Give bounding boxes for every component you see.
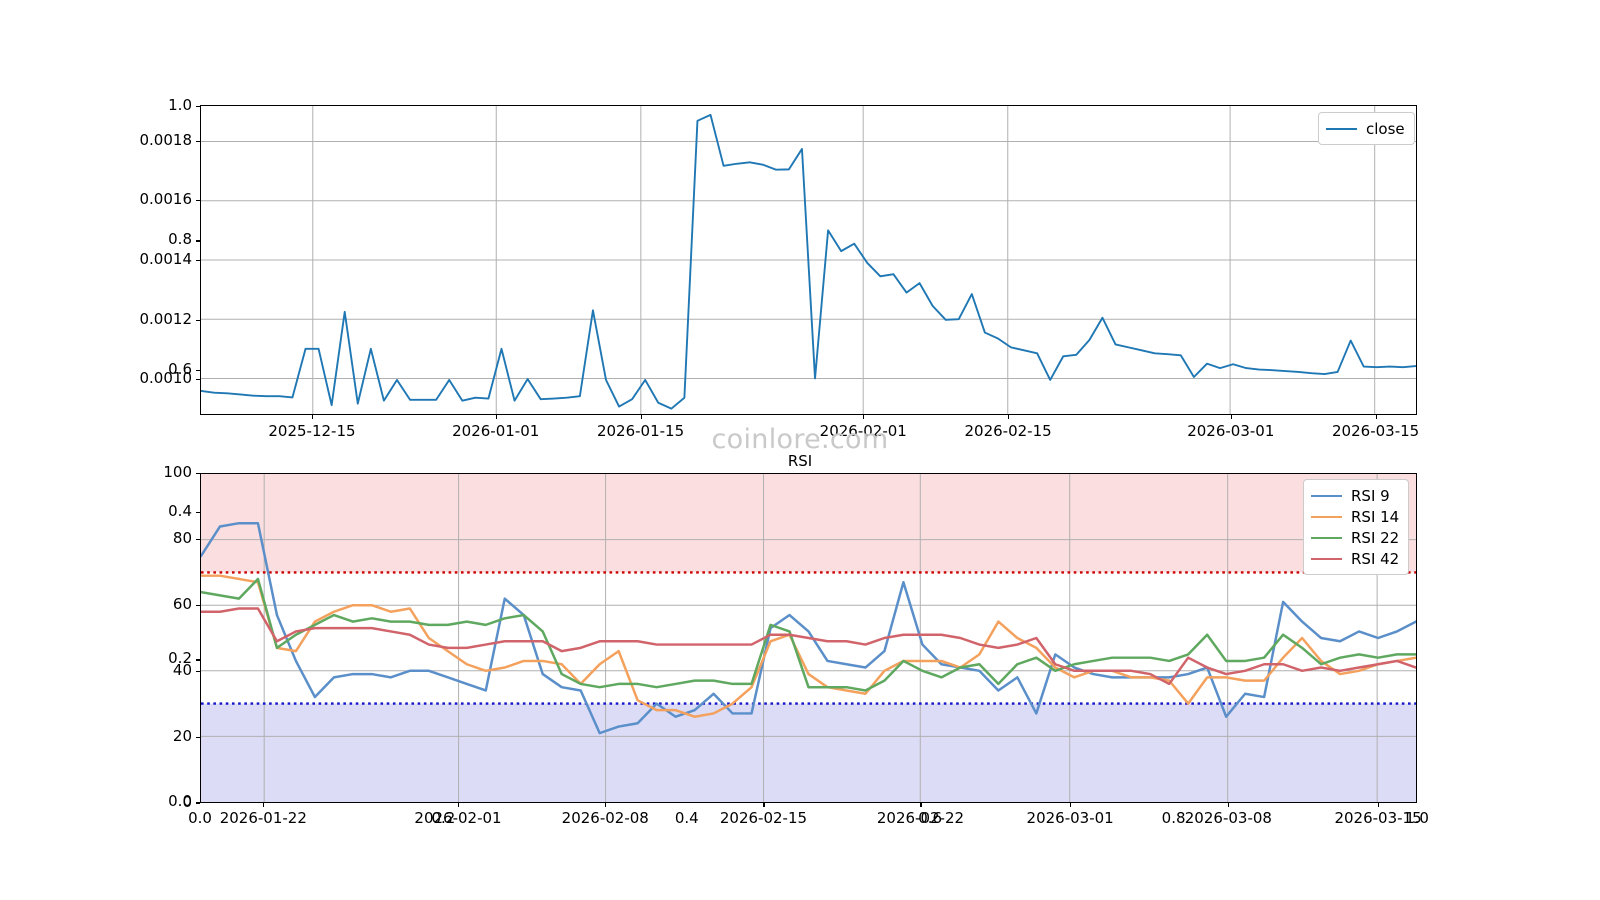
price-x-tick-mark bbox=[1375, 415, 1377, 419]
price-x-tick-label: 2026-01-15 bbox=[596, 422, 685, 440]
rsi-phantom-x-tick-label: 0.2 bbox=[431, 809, 456, 827]
rsi-y-tick-label: 20 bbox=[172, 727, 192, 745]
legend-item-label: RSI 42 bbox=[1351, 549, 1400, 568]
price-y-tick-label: 0.0012 bbox=[139, 309, 193, 328]
rsi-chart-panel bbox=[200, 473, 1417, 803]
price-phantom-y-tick-mark bbox=[196, 106, 200, 108]
legend-line-swatch bbox=[1311, 494, 1342, 497]
price-y-tick-mark bbox=[196, 260, 200, 262]
price-x-tick-label: 2026-02-15 bbox=[964, 422, 1052, 440]
price-x-tick-label: 2026-03-15 bbox=[1332, 422, 1420, 440]
rsi-legend-item: RSI 14 bbox=[1311, 506, 1399, 527]
rsi-phantom-x-tick-label: 0.0 bbox=[188, 809, 212, 827]
legend-item-label: RSI 14 bbox=[1351, 507, 1400, 526]
price-x-tick-mark bbox=[311, 415, 314, 419]
rsi-y-tick-label: 40 bbox=[172, 661, 192, 679]
rsi-legend-item: RSI 42 bbox=[1311, 548, 1399, 569]
price-x-tick-label: 2026-03-01 bbox=[1187, 422, 1275, 440]
price-x-tick-mark bbox=[1008, 415, 1010, 419]
rsi-x-tick-mark bbox=[763, 803, 765, 807]
legend-line-swatch bbox=[1311, 515, 1342, 518]
rsi-x-tick-mark bbox=[1070, 803, 1072, 807]
rsi-x-tick-mark bbox=[605, 803, 607, 807]
legend-item-label: RSI 9 bbox=[1351, 486, 1390, 505]
rsi-y-tick-label: 0 bbox=[182, 793, 192, 811]
rsi-y-tick-mark bbox=[196, 473, 200, 475]
legend-item-label: RSI 22 bbox=[1351, 528, 1400, 547]
price-y-tick-mark bbox=[196, 140, 200, 142]
rsi-y-tick-mark bbox=[196, 803, 200, 805]
rsi-phantom-y-tick-label: 0.2 bbox=[168, 649, 192, 668]
rsi-phantom-y-tick-label: 0.0 bbox=[168, 792, 192, 810]
rsi-chart-title: RSI bbox=[787, 452, 813, 470]
price-y-tick-label: 0.0014 bbox=[139, 250, 193, 268]
price-phantom-y-tick-label: 0.8 bbox=[168, 230, 192, 249]
rsi-y-tick-mark bbox=[196, 539, 200, 541]
rsi-x-tick-mark bbox=[458, 803, 460, 807]
rsi-x-tick-label: 2026-02-15 bbox=[719, 809, 808, 827]
price-chart-plot bbox=[201, 106, 1416, 414]
legend-line-swatch bbox=[1311, 557, 1342, 560]
rsi-x-tick-mark bbox=[263, 803, 265, 807]
price-x-tick-mark bbox=[640, 415, 642, 419]
rsi-y-tick-label: 80 bbox=[172, 529, 192, 547]
rsi-y-tick-mark bbox=[196, 605, 200, 607]
rsi-x-tick-mark bbox=[1228, 803, 1230, 807]
rsi-legend-item: RSI 22 bbox=[1311, 527, 1399, 548]
legend-line-swatch bbox=[1326, 127, 1357, 130]
rsi-x-tick-label: 2026-02-08 bbox=[561, 809, 649, 827]
legend-item-label: close bbox=[1366, 119, 1405, 138]
price-phantom-y-tick-mark bbox=[196, 370, 200, 372]
price-x-tick-label: 2026-02-01 bbox=[819, 422, 907, 440]
rsi-legend: RSI 9 RSI 14 RSI 22 RSI 42 bbox=[1303, 479, 1410, 575]
rsi-y-tick-label: 60 bbox=[172, 595, 192, 613]
price-y-tick-mark bbox=[196, 319, 200, 321]
price-x-tick-mark bbox=[495, 415, 497, 419]
rsi-x-tick-label: 2026-02-22 bbox=[876, 809, 965, 827]
price-chart-panel bbox=[200, 105, 1417, 415]
rsi-chart-plot bbox=[201, 474, 1416, 802]
price-y-tick-label: 0.0018 bbox=[139, 130, 193, 149]
rsi-y-tick-mark bbox=[196, 737, 200, 739]
rsi-phantom-y-tick-label: 0.4 bbox=[168, 501, 192, 520]
rsi-phantom-x-tick-label: 1.0 bbox=[1405, 809, 1429, 827]
price-phantom-y-tick-label: 1.0 bbox=[168, 96, 192, 114]
price-x-tick-label: 2025-12-15 bbox=[268, 422, 356, 440]
rsi-phantom-y-tick-mark bbox=[196, 511, 200, 513]
rsi-y-tick-label: 100 bbox=[163, 463, 192, 481]
price-y-tick-mark bbox=[196, 200, 200, 202]
rsi-x-tick-label: 2026-01-22 bbox=[219, 809, 307, 827]
rsi-x-tick-mark bbox=[920, 803, 922, 807]
rsi-x-tick-label: 2026-03-01 bbox=[1026, 809, 1114, 827]
rsi-x-tick-label: 2026-03-15 bbox=[1334, 809, 1422, 827]
rsi-phantom-x-tick-label: 0.4 bbox=[674, 809, 699, 827]
rsi-phantom-x-tick-label: 0.6 bbox=[918, 809, 943, 827]
rsi-phantom-y-tick-mark bbox=[196, 802, 200, 804]
rsi-phantom-y-tick-mark bbox=[196, 659, 200, 661]
price-x-tick-mark bbox=[863, 415, 865, 419]
rsi-x-tick-label: 2026-02-01 bbox=[414, 809, 502, 827]
price-phantom-y-tick-mark bbox=[196, 240, 200, 242]
price-y-tick-label: 0.0010 bbox=[139, 369, 193, 388]
rsi-x-tick-mark bbox=[1378, 803, 1380, 807]
rsi-y-tick-mark bbox=[196, 671, 200, 673]
price-y-tick-mark bbox=[196, 379, 200, 381]
rsi-x-tick-label: 2026-03-08 bbox=[1184, 809, 1272, 827]
price-phantom-y-tick-label: 0.6 bbox=[168, 360, 192, 379]
rsi-phantom-x-tick-label: 0.8 bbox=[1161, 809, 1186, 827]
price-x-tick-label: 2026-01-01 bbox=[452, 422, 540, 440]
price-legend-item: close bbox=[1326, 118, 1405, 139]
rsi-legend-item: RSI 9 bbox=[1311, 485, 1399, 506]
price-y-tick-label: 0.0016 bbox=[139, 190, 193, 209]
price-legend: close bbox=[1318, 112, 1415, 145]
legend-line-swatch bbox=[1311, 536, 1342, 539]
price-x-tick-mark bbox=[1230, 415, 1232, 419]
